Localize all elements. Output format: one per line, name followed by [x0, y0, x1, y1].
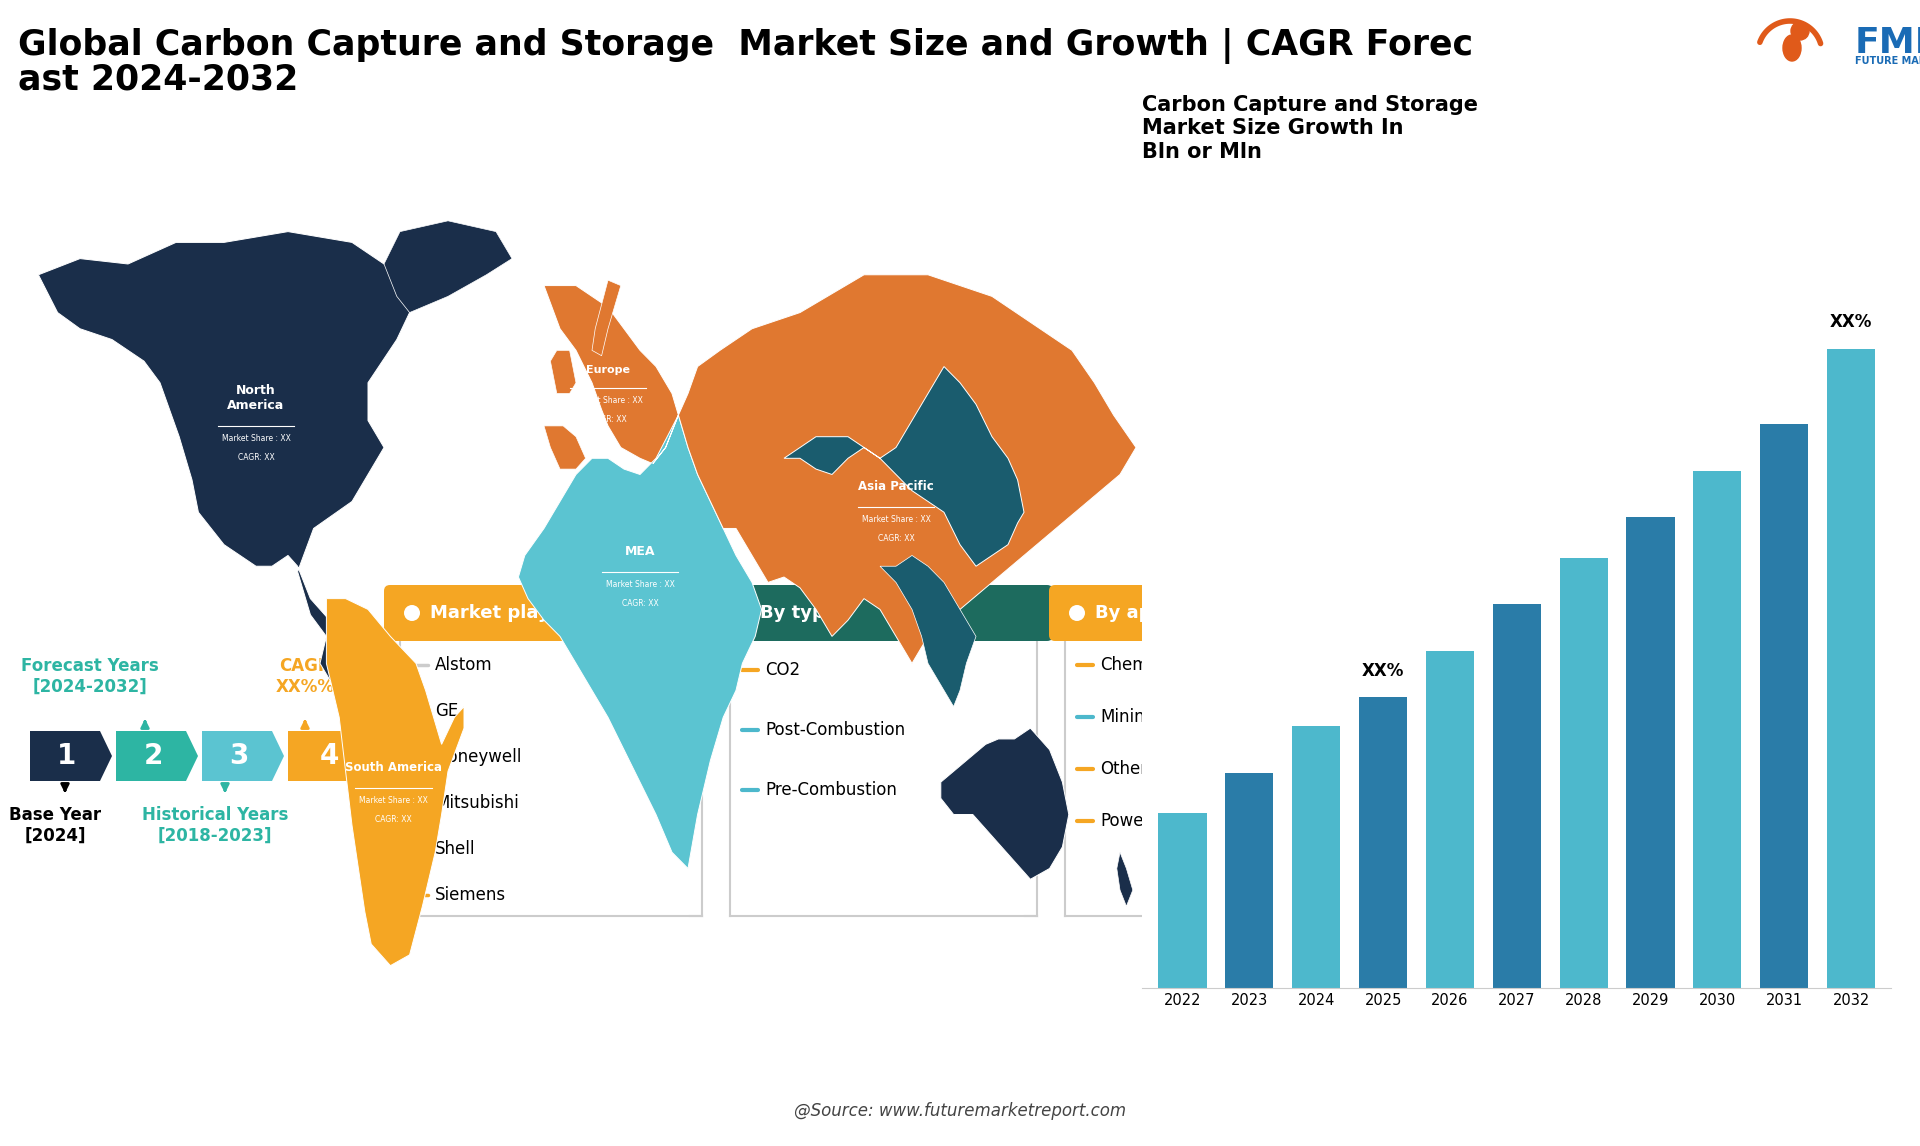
Text: Forecast Years
[2024-2032]: Forecast Years [2024-2032] [21, 657, 159, 696]
Polygon shape [653, 275, 1137, 664]
Text: ast 2024-2032: ast 2024-2032 [17, 63, 298, 97]
Text: Historical Years
[2018-2023]: Historical Years [2018-2023] [142, 806, 288, 845]
Text: Pre-Combustion: Pre-Combustion [764, 782, 897, 799]
Polygon shape [288, 731, 371, 782]
Text: FMR: FMR [1855, 26, 1920, 60]
Text: Chemical: Chemical [1100, 656, 1177, 674]
Polygon shape [518, 415, 762, 869]
Text: Mining: Mining [1100, 708, 1156, 727]
Circle shape [1069, 605, 1085, 621]
FancyBboxPatch shape [1048, 584, 1388, 641]
Text: CAGR
XX%%: CAGR XX%% [275, 657, 334, 696]
Text: Post-Combustion: Post-Combustion [764, 721, 904, 739]
Bar [1626, 517, 1674, 988]
Bar [1158, 814, 1206, 988]
Polygon shape [879, 556, 975, 707]
Bar [1225, 772, 1273, 988]
Text: North
America: North America [227, 384, 284, 413]
Text: CAGR: XX: CAGR: XX [238, 453, 275, 462]
Polygon shape [941, 728, 1069, 879]
Circle shape [1791, 22, 1809, 40]
Text: Market players: Market players [430, 604, 582, 622]
Polygon shape [31, 731, 111, 782]
Text: @Source: www.futuremarketreport.com: @Source: www.futuremarketreport.com [795, 1102, 1125, 1120]
Text: CAGR: XX: CAGR: XX [877, 534, 914, 543]
Text: Alstom: Alstom [436, 656, 493, 674]
Bar [1359, 697, 1407, 988]
Text: Market Share : XX: Market Share : XX [574, 397, 643, 406]
Text: Siemens: Siemens [436, 886, 507, 904]
Text: 2: 2 [144, 741, 163, 770]
Text: Other: Other [1100, 760, 1146, 778]
FancyBboxPatch shape [714, 584, 1052, 641]
Text: Carbon Capture and Storage
Market Size Growth In
Bln or Mln: Carbon Capture and Storage Market Size G… [1142, 95, 1478, 162]
Bar [1828, 348, 1876, 988]
Text: FUTURE MARKET REPORT: FUTURE MARKET REPORT [1855, 56, 1920, 66]
Text: CAGR: XX: CAGR: XX [374, 815, 413, 824]
Text: Power: Power [1100, 813, 1150, 830]
Text: XX%: XX% [1361, 662, 1404, 680]
Circle shape [403, 605, 420, 621]
Text: CAGR: XX: CAGR: XX [589, 415, 626, 424]
Bar [1292, 727, 1340, 988]
Text: By type: By type [760, 604, 837, 622]
Text: Market Share : XX: Market Share : XX [605, 580, 674, 589]
Text: 3: 3 [228, 741, 250, 770]
Circle shape [733, 605, 751, 621]
Polygon shape [1117, 853, 1133, 906]
Bar [1427, 651, 1475, 988]
Polygon shape [384, 221, 513, 313]
Ellipse shape [1784, 36, 1801, 61]
Text: Global Carbon Capture and Storage  Market Size and Growth | CAGR Forec: Global Carbon Capture and Storage Market… [17, 28, 1473, 64]
Text: CO2: CO2 [764, 661, 801, 678]
Text: CAGR: XX: CAGR: XX [622, 598, 659, 607]
Text: Asia Pacific: Asia Pacific [858, 480, 933, 494]
Text: Shell: Shell [436, 840, 476, 858]
Polygon shape [115, 731, 198, 782]
Polygon shape [591, 280, 620, 355]
Text: Market Share : XX: Market Share : XX [221, 434, 290, 444]
Polygon shape [543, 426, 586, 469]
Text: By application: By application [1094, 604, 1238, 622]
Polygon shape [783, 367, 1023, 566]
Text: Base Year
[2024]: Base Year [2024] [10, 806, 102, 845]
Text: Market Share : XX: Market Share : XX [862, 515, 931, 524]
Text: MEA: MEA [624, 545, 655, 558]
Text: GE: GE [436, 702, 459, 720]
Polygon shape [543, 285, 678, 464]
Text: Market Share : XX: Market Share : XX [359, 795, 428, 804]
FancyBboxPatch shape [384, 584, 718, 641]
Polygon shape [551, 351, 576, 393]
Polygon shape [326, 598, 465, 966]
Text: Mitsubishi: Mitsubishi [436, 794, 518, 813]
Text: South America: South America [346, 761, 442, 774]
Text: Honeywell: Honeywell [436, 748, 522, 766]
Bar [1492, 604, 1542, 988]
Bar [1693, 471, 1741, 988]
Text: 4: 4 [319, 741, 338, 770]
Text: Europe: Europe [586, 364, 630, 375]
Bar [1559, 558, 1607, 988]
Bar [1761, 424, 1809, 988]
Text: 1: 1 [58, 741, 77, 770]
Polygon shape [38, 231, 409, 690]
Text: XX%: XX% [1830, 313, 1872, 331]
Polygon shape [202, 731, 284, 782]
